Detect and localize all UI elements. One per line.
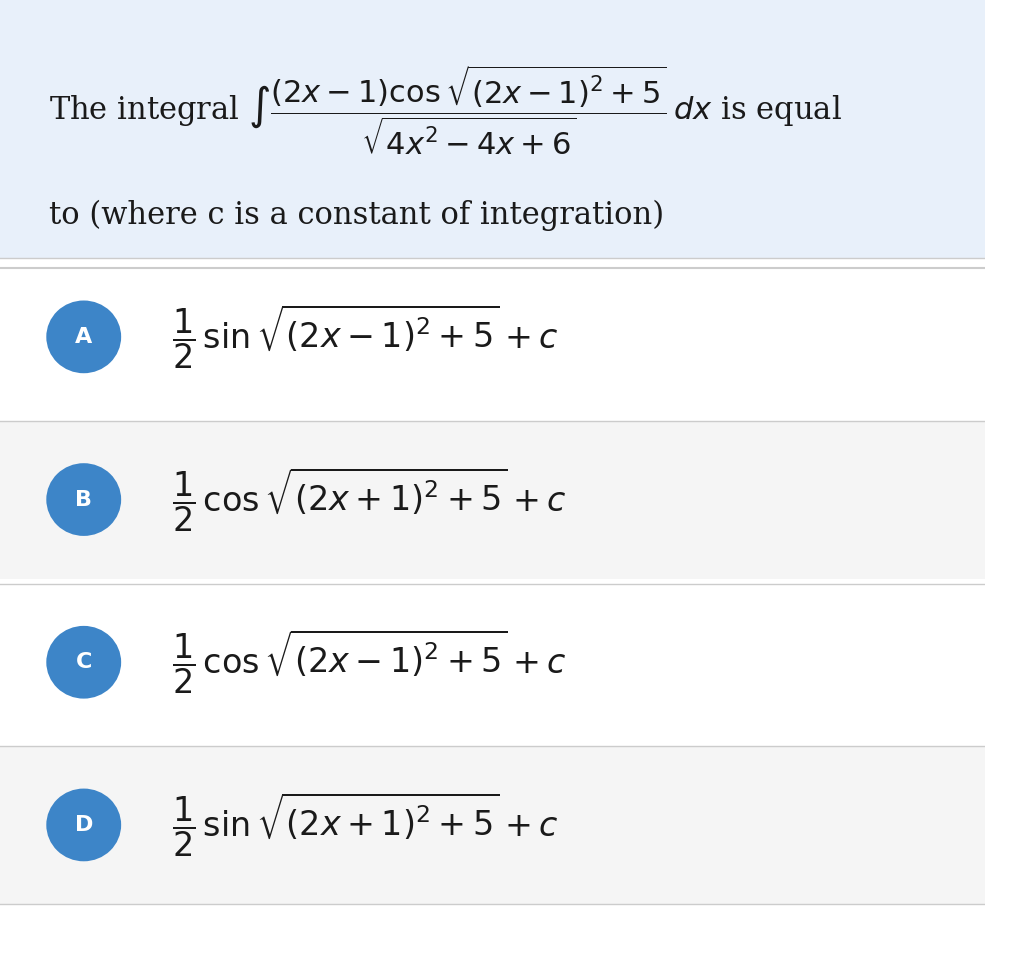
Text: $\dfrac{1}{2}\,\cos\sqrt{(2x+1)^2+5}+c$: $\dfrac{1}{2}\,\cos\sqrt{(2x+1)^2+5}+c$	[172, 465, 567, 534]
Text: $\dfrac{1}{2}\,\sin\sqrt{(2x+1)^2+5}+c$: $\dfrac{1}{2}\,\sin\sqrt{(2x+1)^2+5}+c$	[172, 790, 559, 859]
FancyBboxPatch shape	[0, 258, 985, 416]
Text: A: A	[75, 327, 92, 346]
Text: to (where c is a constant of integration): to (where c is a constant of integration…	[49, 200, 665, 231]
Text: $\dfrac{1}{2}\,\cos\sqrt{(2x-1)^2+5}+c$: $\dfrac{1}{2}\,\cos\sqrt{(2x-1)^2+5}+c$	[172, 628, 567, 697]
Text: $\dfrac{1}{2}\,\sin\sqrt{(2x-1)^2+5}+c$: $\dfrac{1}{2}\,\sin\sqrt{(2x-1)^2+5}+c$	[172, 302, 559, 371]
FancyBboxPatch shape	[0, 584, 985, 742]
FancyBboxPatch shape	[0, 746, 985, 904]
Circle shape	[46, 626, 121, 699]
Text: D: D	[75, 815, 93, 835]
Text: The integral $\int \dfrac{(2x-1)\cos\sqrt{(2x-1)^2+5}}{\sqrt{4x^2-4x+6}}\,dx$ is: The integral $\int \dfrac{(2x-1)\cos\sqr…	[49, 63, 842, 157]
FancyBboxPatch shape	[0, 421, 985, 579]
Circle shape	[46, 789, 121, 861]
Circle shape	[46, 463, 121, 536]
Text: B: B	[75, 490, 92, 509]
Circle shape	[46, 300, 121, 373]
Text: C: C	[76, 653, 92, 672]
FancyBboxPatch shape	[0, 0, 985, 268]
